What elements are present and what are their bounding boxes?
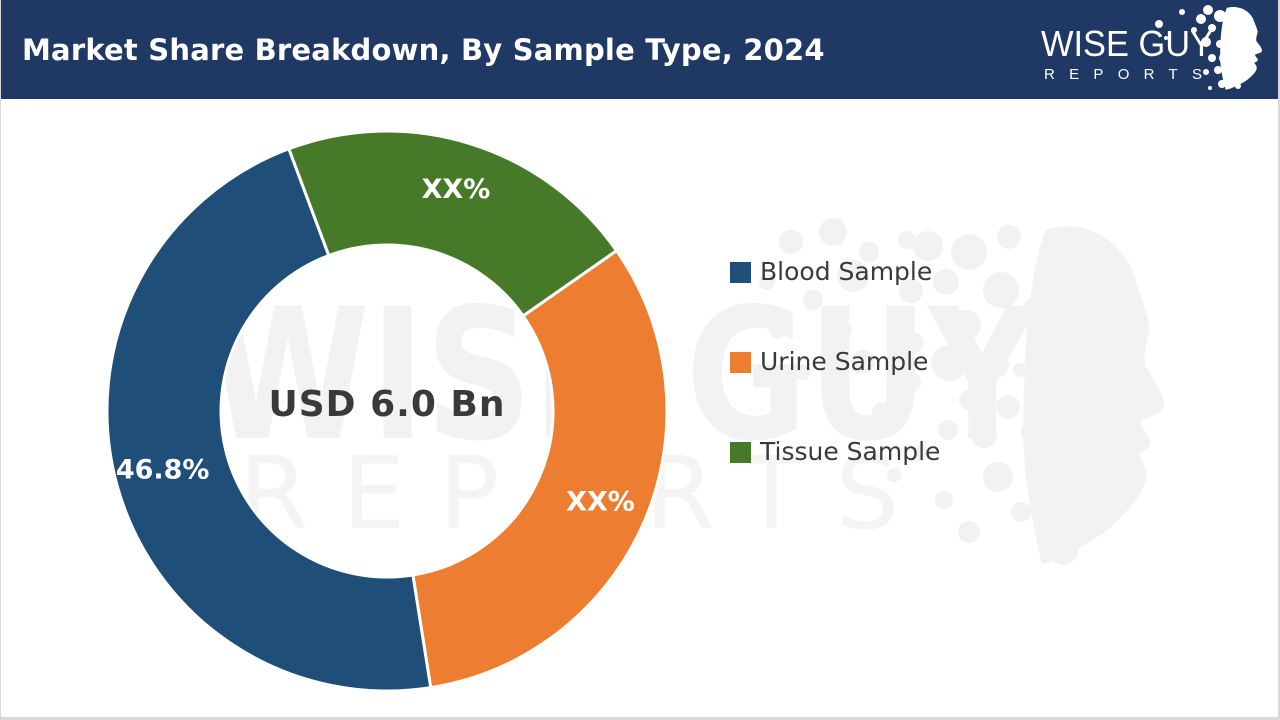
- legend-label-urine: Urine Sample: [760, 347, 929, 376]
- watermark-face-icon: [1023, 226, 1164, 564]
- donut-slice-tissue-sample: [287, 129, 619, 318]
- legend-label-blood: Blood Sample: [760, 257, 933, 286]
- logo-wiseguy-text: WISE GUY: [1041, 23, 1213, 64]
- donut-slice-urine-sample: [411, 249, 669, 690]
- logo-face-icon: [1220, 7, 1262, 90]
- legend-swatch-tissue: [730, 441, 751, 463]
- slice-label: 46.8%: [116, 455, 210, 486]
- chart-center-value: USD 6.0 Bn: [268, 384, 506, 425]
- donut-chart: 46.8% XX% XX%: [105, 129, 669, 693]
- watermark-dots-pattern: [759, 218, 1078, 565]
- wise-guy-logo: WISE GUY REPORTS: [1041, 5, 1262, 90]
- legend-label-tissue: Tissue Sample: [760, 437, 941, 466]
- page-title: Market Share Breakdown, By Sample Type, …: [22, 32, 825, 67]
- legend-swatch-blood: [730, 261, 751, 283]
- slice-label: XX%: [566, 486, 635, 517]
- legend-item-tissue: Tissue Sample: [730, 438, 940, 466]
- legend-item-urine: Urine Sample: [730, 348, 940, 376]
- slice-label: XX%: [422, 174, 491, 205]
- legend-swatch-urine: [730, 351, 751, 373]
- header: Market Share Breakdown, By Sample Type, …: [1, 0, 1278, 99]
- chart-legend: Blood Sample Urine Sample Tissue Sample: [730, 258, 940, 466]
- legend-item-blood: Blood Sample: [730, 258, 940, 286]
- logo-reports-text: REPORTS: [1044, 66, 1202, 83]
- donut-slice-blood-sample: [105, 147, 433, 693]
